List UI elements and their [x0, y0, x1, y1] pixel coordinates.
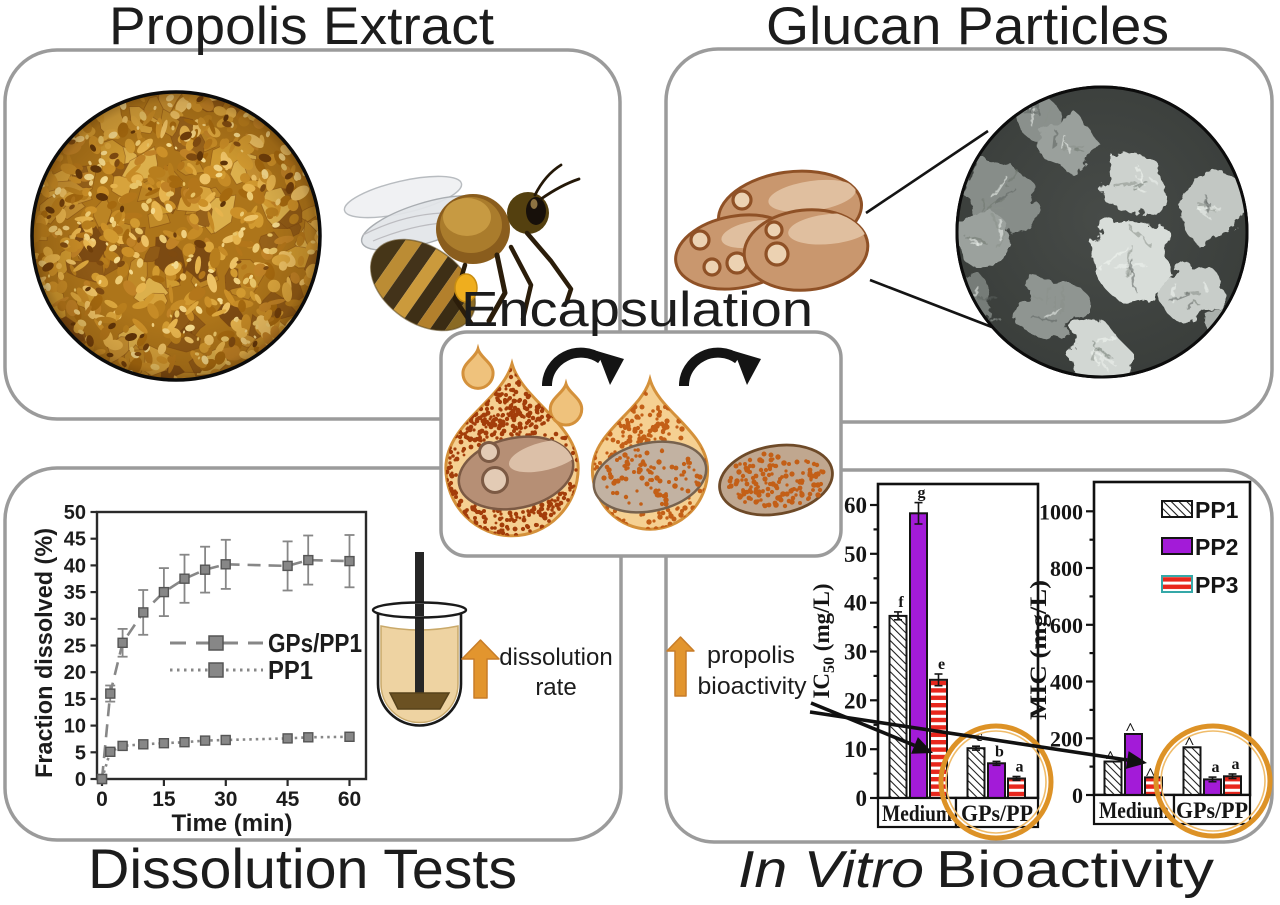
- svg-text:200: 200: [1050, 726, 1083, 751]
- svg-text:PP1: PP1: [268, 655, 313, 685]
- svg-text:GPs/PP: GPs/PP: [1176, 798, 1248, 823]
- svg-text:Fraction dissolved (%): Fraction dissolved (%): [31, 528, 58, 778]
- svg-text:propolis: propolis: [707, 642, 795, 669]
- svg-text:PP2: PP2: [1195, 534, 1238, 560]
- svg-text:15: 15: [152, 788, 176, 811]
- svg-text:0: 0: [856, 786, 868, 811]
- svg-text:a: a: [1232, 756, 1240, 773]
- svg-text:0: 0: [96, 788, 108, 811]
- svg-text:MIC (mg/L): MIC (mg/L): [1026, 580, 1051, 720]
- svg-text:GPs/PP1: GPs/PP1: [268, 628, 362, 658]
- svg-text:Encapsulation: Encapsulation: [461, 283, 813, 337]
- svg-text:60: 60: [338, 788, 361, 811]
- svg-text:>: >: [1121, 722, 1140, 732]
- svg-text:Time (min): Time (min): [172, 810, 293, 837]
- svg-text:PP1: PP1: [1195, 497, 1239, 523]
- svg-text:In Vitro: In Vitro: [738, 841, 924, 899]
- svg-text:b: b: [995, 743, 1004, 760]
- svg-text:45: 45: [276, 788, 300, 811]
- svg-text:30: 30: [844, 640, 867, 665]
- svg-text:Medium: Medium: [882, 801, 952, 826]
- svg-text:PP3: PP3: [1195, 572, 1238, 598]
- svg-text:bioactivity: bioactivity: [698, 673, 807, 700]
- svg-text:GPs/PP: GPs/PP: [961, 801, 1033, 826]
- svg-text:40: 40: [844, 591, 867, 616]
- svg-text:35: 35: [64, 582, 86, 604]
- svg-text:30: 30: [64, 609, 86, 631]
- svg-text:50: 50: [844, 542, 867, 567]
- svg-text:600: 600: [1050, 613, 1083, 638]
- svg-text:0: 0: [75, 769, 86, 791]
- svg-text:0: 0: [1072, 783, 1083, 808]
- svg-text:e: e: [938, 656, 945, 673]
- svg-text:dissolution: dissolution: [499, 644, 612, 671]
- svg-text:>: >: [1180, 736, 1199, 746]
- svg-text:Medium: Medium: [1099, 798, 1169, 823]
- svg-text:IC50 (mg/L): IC50 (mg/L): [809, 583, 838, 698]
- svg-text:Bioactivity: Bioactivity: [936, 841, 1214, 899]
- svg-text:g: g: [918, 485, 926, 502]
- svg-text:f: f: [898, 594, 904, 611]
- svg-text:1000: 1000: [1039, 499, 1083, 524]
- svg-text:25: 25: [64, 636, 86, 658]
- svg-text:20: 20: [844, 688, 867, 713]
- svg-text:60: 60: [844, 493, 867, 518]
- svg-text:rate: rate: [535, 674, 576, 701]
- svg-text:10: 10: [64, 716, 86, 738]
- svg-text:10: 10: [844, 737, 867, 762]
- svg-text:50: 50: [64, 502, 86, 524]
- svg-text:a: a: [1016, 759, 1024, 776]
- svg-text:800: 800: [1050, 556, 1083, 581]
- svg-text:15: 15: [64, 689, 86, 711]
- svg-text:400: 400: [1050, 670, 1083, 695]
- svg-text:30: 30: [214, 788, 237, 811]
- svg-text:20: 20: [64, 662, 86, 684]
- svg-text:>: >: [1101, 750, 1120, 760]
- svg-text:45: 45: [64, 529, 86, 551]
- svg-text:Propolis Extract: Propolis Extract: [109, 0, 494, 56]
- svg-text:Dissolution Tests: Dissolution Tests: [88, 837, 517, 900]
- svg-text:Glucan Particles: Glucan Particles: [766, 0, 1169, 56]
- svg-text:>: >: [1141, 767, 1160, 777]
- svg-text:40: 40: [64, 555, 86, 577]
- svg-text:5: 5: [75, 742, 86, 764]
- svg-text:a: a: [1212, 759, 1220, 776]
